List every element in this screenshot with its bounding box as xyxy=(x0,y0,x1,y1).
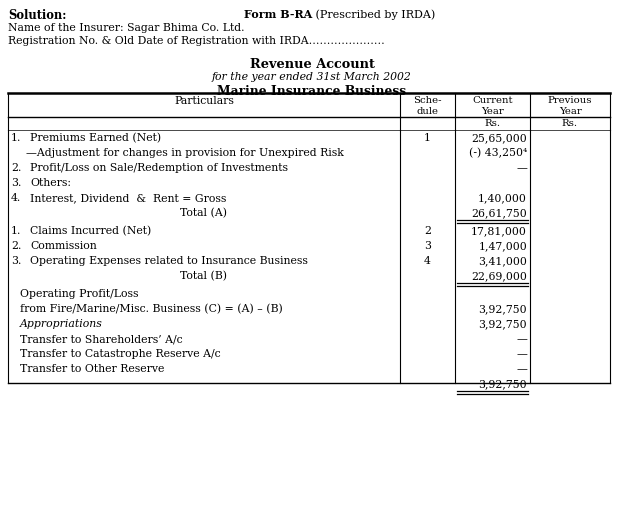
Text: Transfer to Shareholders’ A/c: Transfer to Shareholders’ A/c xyxy=(20,334,183,344)
Text: 3,92,750: 3,92,750 xyxy=(478,304,527,314)
Text: 1,40,000: 1,40,000 xyxy=(478,193,527,203)
Text: 4.: 4. xyxy=(11,193,21,203)
Text: Transfer to Other Reserve: Transfer to Other Reserve xyxy=(20,364,164,374)
Text: 1: 1 xyxy=(424,133,431,143)
Text: 3.: 3. xyxy=(11,256,21,266)
Text: —Adjustment for changes in provision for Unexpired Risk: —Adjustment for changes in provision for… xyxy=(26,148,344,158)
Text: Claims Incurred (Net): Claims Incurred (Net) xyxy=(30,226,151,236)
Text: 3,92,750: 3,92,750 xyxy=(478,319,527,329)
Text: for the year ended 31st March 2002: for the year ended 31st March 2002 xyxy=(212,72,412,82)
Text: Rs.: Rs. xyxy=(485,119,500,128)
Text: 25,65,000: 25,65,000 xyxy=(471,133,527,143)
Text: Interest, Dividend  &  Rent = Gross: Interest, Dividend & Rent = Gross xyxy=(30,193,226,203)
Text: 1.: 1. xyxy=(11,133,21,143)
Text: 3,92,750: 3,92,750 xyxy=(478,379,527,389)
Text: Marine Insurance Business: Marine Insurance Business xyxy=(217,85,407,98)
Text: —: — xyxy=(516,334,527,344)
Text: 22,69,000: 22,69,000 xyxy=(471,271,527,281)
Text: —: — xyxy=(516,364,527,374)
Text: —: — xyxy=(516,163,527,173)
Text: Transfer to Catastrophe Reserve A/c: Transfer to Catastrophe Reserve A/c xyxy=(20,349,221,359)
Text: —: — xyxy=(516,349,527,359)
Text: 1.: 1. xyxy=(11,226,21,236)
Text: 1,47,000: 1,47,000 xyxy=(478,241,527,251)
Text: Registration No. & Old Date of Registration with IRDA…………………: Registration No. & Old Date of Registrat… xyxy=(8,36,385,46)
Text: (-) 43,250⁴: (-) 43,250⁴ xyxy=(468,148,527,159)
Text: Particulars: Particulars xyxy=(174,96,234,106)
Text: 4: 4 xyxy=(424,256,431,266)
Text: from Fire/Marine/Misc. Business (C) = (A) – (B): from Fire/Marine/Misc. Business (C) = (A… xyxy=(20,304,283,314)
Text: 3: 3 xyxy=(424,241,431,251)
Text: Operating Expenses related to Insurance Business: Operating Expenses related to Insurance … xyxy=(30,256,308,266)
Text: Current
Year: Current Year xyxy=(472,96,513,116)
Text: Form B-RA: Form B-RA xyxy=(244,9,312,20)
Text: Total (A): Total (A) xyxy=(181,208,227,218)
Text: Others:: Others: xyxy=(30,178,71,188)
Text: 2: 2 xyxy=(424,226,431,236)
Text: Solution:: Solution: xyxy=(8,9,67,22)
Text: 3,41,000: 3,41,000 xyxy=(478,256,527,266)
Text: Profit/Loss on Sale/Redemption of Investments: Profit/Loss on Sale/Redemption of Invest… xyxy=(30,163,288,173)
Text: 2.: 2. xyxy=(11,241,21,251)
Text: Revenue Account: Revenue Account xyxy=(250,58,374,71)
Text: 3.: 3. xyxy=(11,178,21,188)
Text: 26,61,750: 26,61,750 xyxy=(471,208,527,218)
Text: Previous
Year: Previous Year xyxy=(548,96,592,116)
Text: Appropriations: Appropriations xyxy=(20,319,103,329)
Text: (Prescribed by IRDA): (Prescribed by IRDA) xyxy=(312,9,435,19)
Text: 17,81,000: 17,81,000 xyxy=(471,226,527,236)
Text: Rs.: Rs. xyxy=(562,119,578,128)
Text: Sche-
dule: Sche- dule xyxy=(413,96,442,116)
Text: Name of the Insurer: Sagar Bhima Co. Ltd.: Name of the Insurer: Sagar Bhima Co. Ltd… xyxy=(8,23,244,33)
Text: Premiums Earned (Net): Premiums Earned (Net) xyxy=(30,133,161,143)
Text: 2.: 2. xyxy=(11,163,21,173)
Text: Total (B): Total (B) xyxy=(181,271,227,281)
Text: Commission: Commission xyxy=(30,241,97,251)
Text: Operating Profit/Loss: Operating Profit/Loss xyxy=(20,289,138,299)
